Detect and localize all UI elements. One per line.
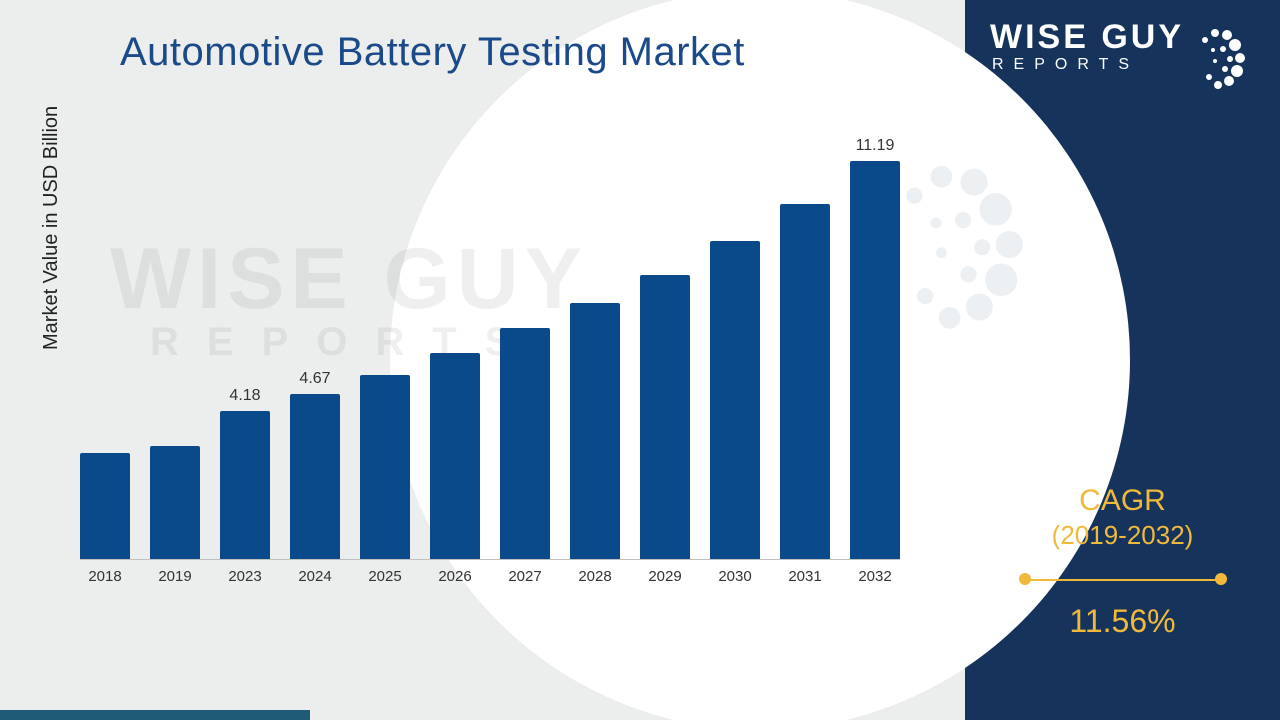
brand-logo: WISE GUY REPORTS	[990, 20, 1250, 100]
bar	[710, 241, 760, 560]
bar	[640, 275, 690, 560]
x-tick-label: 2031	[788, 568, 821, 585]
bar	[220, 411, 270, 560]
bar	[500, 328, 550, 560]
x-tick-label: 2018	[88, 568, 121, 585]
bar-chart: 201820194.1820234.6720242025202620272028…	[80, 150, 900, 590]
bar	[570, 303, 620, 560]
bar	[430, 353, 480, 560]
x-axis-line	[80, 559, 900, 560]
bar-slot: 2019	[150, 150, 200, 560]
x-tick-label: 2027	[508, 568, 541, 585]
bar	[80, 453, 130, 560]
bar-slot: 2018	[80, 150, 130, 560]
x-tick-label: 2023	[228, 568, 261, 585]
figure-root: .circle-cut{z-index:1}.right-panel{z-ind…	[0, 0, 1280, 720]
cagr-value: 11.56%	[1005, 603, 1240, 640]
bar	[850, 161, 900, 560]
y-axis-label: Market Value in USD Billion	[40, 106, 63, 350]
bar-slot: 2028	[570, 150, 620, 560]
x-tick-label: 2024	[298, 568, 331, 585]
brain-icon	[1185, 25, 1255, 95]
footer-accent	[0, 710, 310, 720]
bar	[290, 394, 340, 561]
bar	[360, 375, 410, 560]
x-tick-label: 2032	[858, 568, 891, 585]
cagr-panel: CAGR (2019-2032) 11.56%	[1005, 484, 1240, 640]
bar-value-label: 4.67	[299, 370, 330, 388]
bar	[780, 204, 830, 561]
bar-slot: 11.192032	[850, 150, 900, 560]
bar	[150, 446, 200, 560]
x-tick-label: 2026	[438, 568, 471, 585]
x-tick-label: 2028	[578, 568, 611, 585]
bar-slot: 2031	[780, 150, 830, 560]
x-tick-label: 2025	[368, 568, 401, 585]
chart-title: Automotive Battery Testing Market	[120, 30, 745, 75]
x-tick-label: 2029	[648, 568, 681, 585]
bar-slot: 2026	[430, 150, 480, 560]
bar-slot: 2029	[640, 150, 690, 560]
bar-value-label: 4.18	[229, 387, 260, 405]
cagr-title: CAGR	[1005, 484, 1240, 518]
x-tick-label: 2019	[158, 568, 191, 585]
bar-slot: 2025	[360, 150, 410, 560]
bar-slot: 4.672024	[290, 150, 340, 560]
bar-value-label: 11.19	[856, 137, 895, 155]
bar-slot: 2030	[710, 150, 760, 560]
x-tick-label: 2030	[718, 568, 751, 585]
cagr-years: (2019-2032)	[1005, 520, 1240, 551]
plot-area: 2018 2019 4.182023 4.672024 2025 2026 2027 2028…	[80, 150, 900, 560]
cagr-divider	[1023, 569, 1223, 589]
bar-slot: 4.182023	[220, 150, 270, 560]
bar-slot: 2027	[500, 150, 550, 560]
